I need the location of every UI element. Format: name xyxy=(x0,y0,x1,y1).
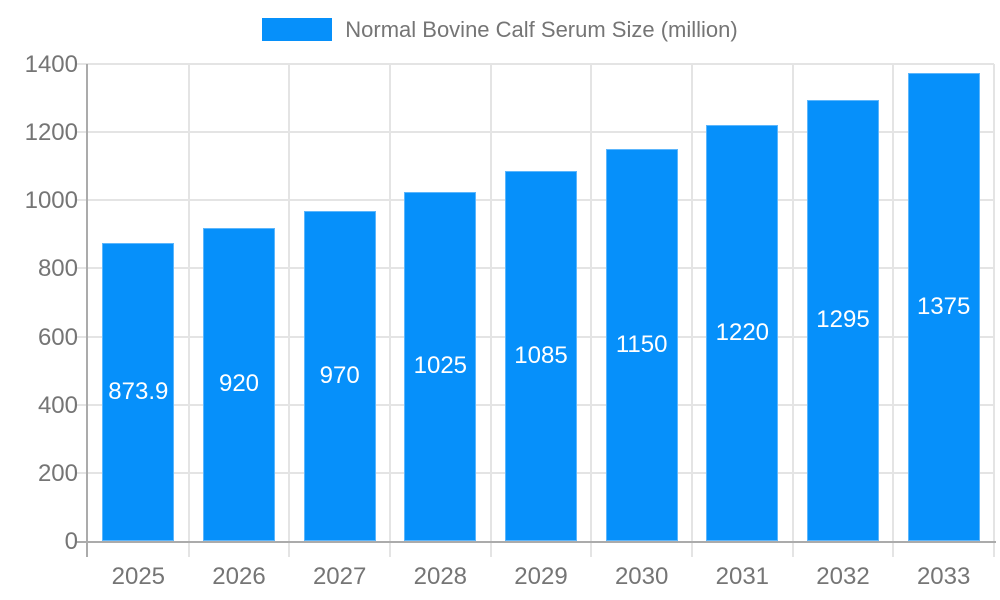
bar-2028[interactable]: 1025 xyxy=(404,191,477,541)
legend[interactable]: Normal Bovine Calf Serum Size (million) xyxy=(0,18,1000,41)
bar-value-label: 873.9 xyxy=(108,378,169,406)
legend-label: Normal Bovine Calf Serum Size (million) xyxy=(345,16,738,42)
x-tick-label: 2026 xyxy=(212,563,266,590)
x-tick-label: 2031 xyxy=(715,563,770,590)
v-gridline xyxy=(187,64,190,557)
y-tick-label: 1000 xyxy=(24,187,78,215)
bar-2027[interactable]: 970 xyxy=(303,210,376,541)
bar-2032[interactable]: 1295 xyxy=(807,99,879,541)
v-gridline xyxy=(993,64,995,557)
bar-value-label: 1085 xyxy=(514,342,568,370)
y-tick-label: 0 xyxy=(64,528,78,555)
v-gridline xyxy=(892,64,895,557)
bar-2030[interactable]: 1150 xyxy=(605,149,678,541)
bar-value-label: 1295 xyxy=(816,306,870,334)
v-gridline xyxy=(691,64,693,557)
y-tick-label: 600 xyxy=(37,323,78,351)
bar-value-label: 1220 xyxy=(715,319,770,347)
h-gridline xyxy=(77,131,994,134)
bar-2033[interactable]: 1375 xyxy=(907,72,980,541)
v-gridline xyxy=(791,64,794,557)
v-gridline xyxy=(590,64,593,557)
bar-value-label: 1375 xyxy=(916,292,971,320)
bar-2031[interactable]: 1220 xyxy=(706,125,779,541)
bar-2025[interactable]: 873.9 xyxy=(102,243,175,541)
y-tick-label: 1400 xyxy=(24,51,78,78)
v-gridline xyxy=(389,64,391,557)
x-tick-label: 2027 xyxy=(312,563,367,590)
h-gridline xyxy=(77,63,994,65)
y-tick-label: 1200 xyxy=(24,119,78,147)
x-axis-line xyxy=(77,541,996,543)
v-gridline xyxy=(288,64,291,557)
x-tick-label: 2032 xyxy=(816,563,870,590)
y-tick-label: 400 xyxy=(37,391,78,419)
bar-2029[interactable]: 1085 xyxy=(505,171,577,541)
x-tick-label: 2025 xyxy=(111,563,166,590)
bar-2026[interactable]: 920 xyxy=(203,227,275,541)
x-tick-label: 2030 xyxy=(614,563,669,590)
bar-value-label: 1025 xyxy=(413,352,468,380)
y-axis-line xyxy=(86,64,88,557)
bar-value-label: 970 xyxy=(319,361,360,389)
legend-swatch-icon xyxy=(262,18,333,41)
y-tick-label: 200 xyxy=(37,459,78,487)
x-tick-label: 2033 xyxy=(916,563,971,590)
x-tick-label: 2028 xyxy=(413,563,468,590)
x-tick-label: 2029 xyxy=(514,563,568,590)
y-tick-label: 800 xyxy=(37,255,78,283)
plot-area: 873.9 920 970 1025 1085 1150 1220 1295 1375 xyxy=(77,63,995,557)
v-gridline xyxy=(489,64,492,557)
bar-value-label: 1150 xyxy=(615,331,668,359)
bar-value-label: 920 xyxy=(218,370,260,398)
